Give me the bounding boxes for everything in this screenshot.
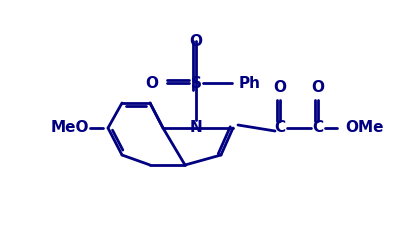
Text: MeO: MeO	[51, 121, 89, 136]
Text: C: C	[275, 121, 286, 136]
Text: O: O	[145, 76, 158, 90]
Text: S: S	[190, 76, 202, 90]
Text: O: O	[190, 35, 202, 50]
Text: Ph: Ph	[239, 76, 261, 90]
Text: O: O	[273, 79, 286, 95]
Text: C: C	[312, 121, 324, 136]
Text: OMe: OMe	[346, 121, 384, 136]
Text: O: O	[311, 79, 324, 95]
Text: N: N	[190, 121, 202, 136]
